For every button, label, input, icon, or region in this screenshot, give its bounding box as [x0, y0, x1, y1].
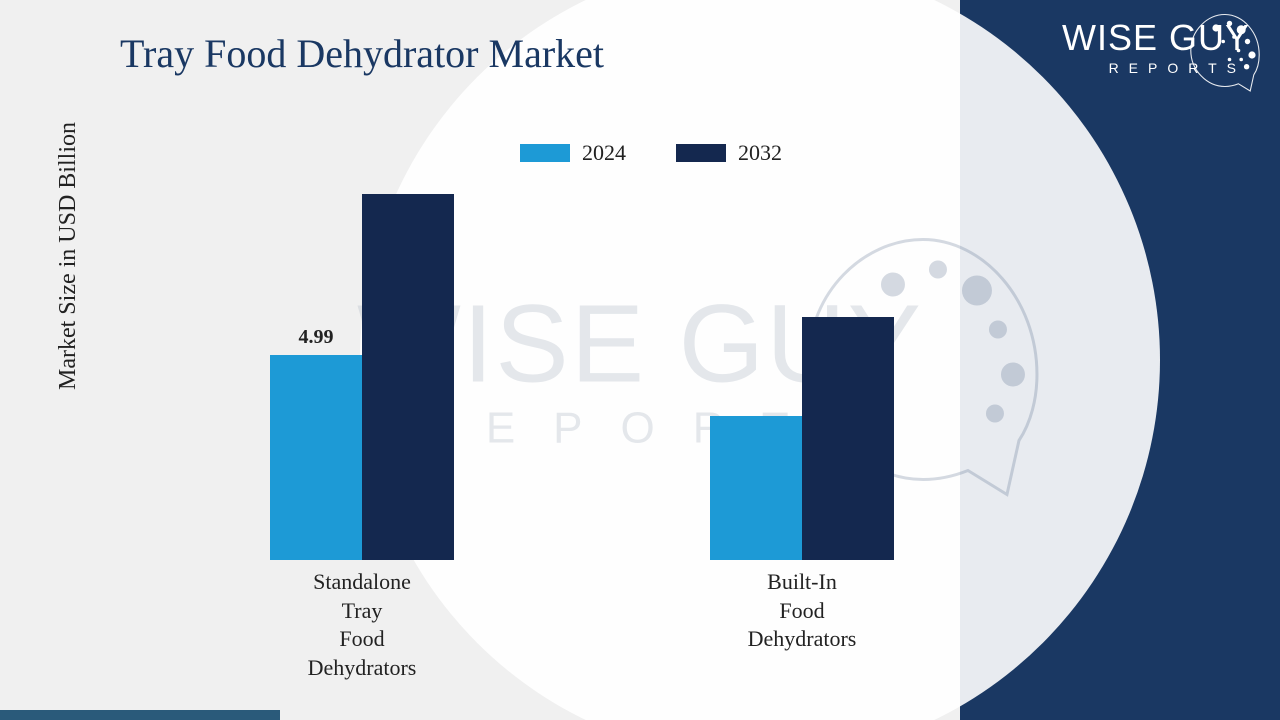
bar	[802, 317, 894, 560]
bar-value-label: 4.99	[299, 326, 334, 349]
legend: 2024 2032	[520, 140, 782, 166]
brand-logo: WISE GUY REPORTS	[1062, 20, 1250, 76]
legend-item-2024: 2024	[520, 140, 626, 166]
category-label: Built-In Food Dehydrators	[748, 568, 857, 654]
bar: 4.99	[270, 355, 362, 560]
brand-logo-main: WISE GUY	[1062, 20, 1250, 56]
chart-canvas: WISE GUY REPORTS WISE GUY REPORTS Tray F…	[0, 0, 1280, 720]
chart-title: Tray Food Dehydrator Market	[120, 30, 604, 77]
plot-area: 4.99Standalone Tray Food Dehydrators Buil…	[110, 190, 930, 560]
brand-logo-sub: REPORTS	[1062, 60, 1246, 76]
legend-label-2024: 2024	[582, 140, 626, 166]
bar	[710, 416, 802, 560]
bar-group: Built-In Food Dehydrators	[710, 317, 894, 560]
bar-group: 4.99Standalone Tray Food Dehydrators	[270, 194, 454, 560]
legend-swatch-2032	[676, 144, 726, 162]
bottom-accent-bar	[0, 710, 280, 720]
y-axis-label: Market Size in USD Billion	[55, 122, 82, 390]
category-label: Standalone Tray Food Dehydrators	[308, 568, 417, 682]
bar	[362, 194, 454, 560]
legend-label-2032: 2032	[738, 140, 782, 166]
legend-item-2032: 2032	[676, 140, 782, 166]
legend-swatch-2024	[520, 144, 570, 162]
right-brand-panel: WISE GUY REPORTS	[960, 0, 1280, 720]
